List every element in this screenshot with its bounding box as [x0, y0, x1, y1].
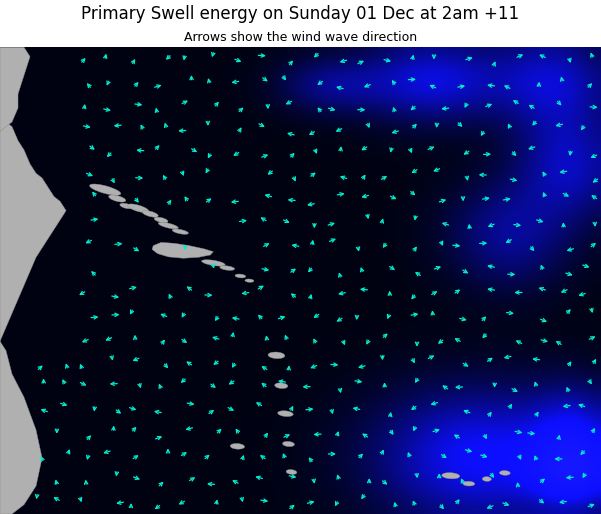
Ellipse shape	[230, 444, 245, 449]
Ellipse shape	[268, 352, 285, 359]
Ellipse shape	[158, 222, 178, 229]
Ellipse shape	[245, 279, 254, 282]
Ellipse shape	[109, 195, 126, 202]
Ellipse shape	[286, 470, 297, 474]
Ellipse shape	[275, 383, 288, 389]
Ellipse shape	[154, 217, 168, 223]
Ellipse shape	[483, 476, 491, 481]
Ellipse shape	[278, 411, 293, 416]
Ellipse shape	[142, 211, 158, 217]
Ellipse shape	[120, 203, 133, 209]
Ellipse shape	[235, 274, 246, 278]
Ellipse shape	[463, 481, 475, 486]
Ellipse shape	[201, 260, 225, 266]
Ellipse shape	[499, 471, 510, 475]
Ellipse shape	[220, 266, 234, 270]
Ellipse shape	[442, 473, 460, 479]
Polygon shape	[152, 243, 213, 258]
Polygon shape	[0, 122, 66, 514]
Ellipse shape	[90, 184, 121, 195]
Polygon shape	[0, 47, 30, 131]
Ellipse shape	[127, 204, 149, 213]
Polygon shape	[0, 341, 42, 514]
Text: Primary Swell energy on Sunday 01 Dec at 2am +11: Primary Swell energy on Sunday 01 Dec at…	[82, 5, 519, 23]
Ellipse shape	[282, 442, 294, 447]
Text: Arrows show the wind wave direction: Arrows show the wind wave direction	[184, 31, 417, 44]
Ellipse shape	[172, 229, 189, 234]
